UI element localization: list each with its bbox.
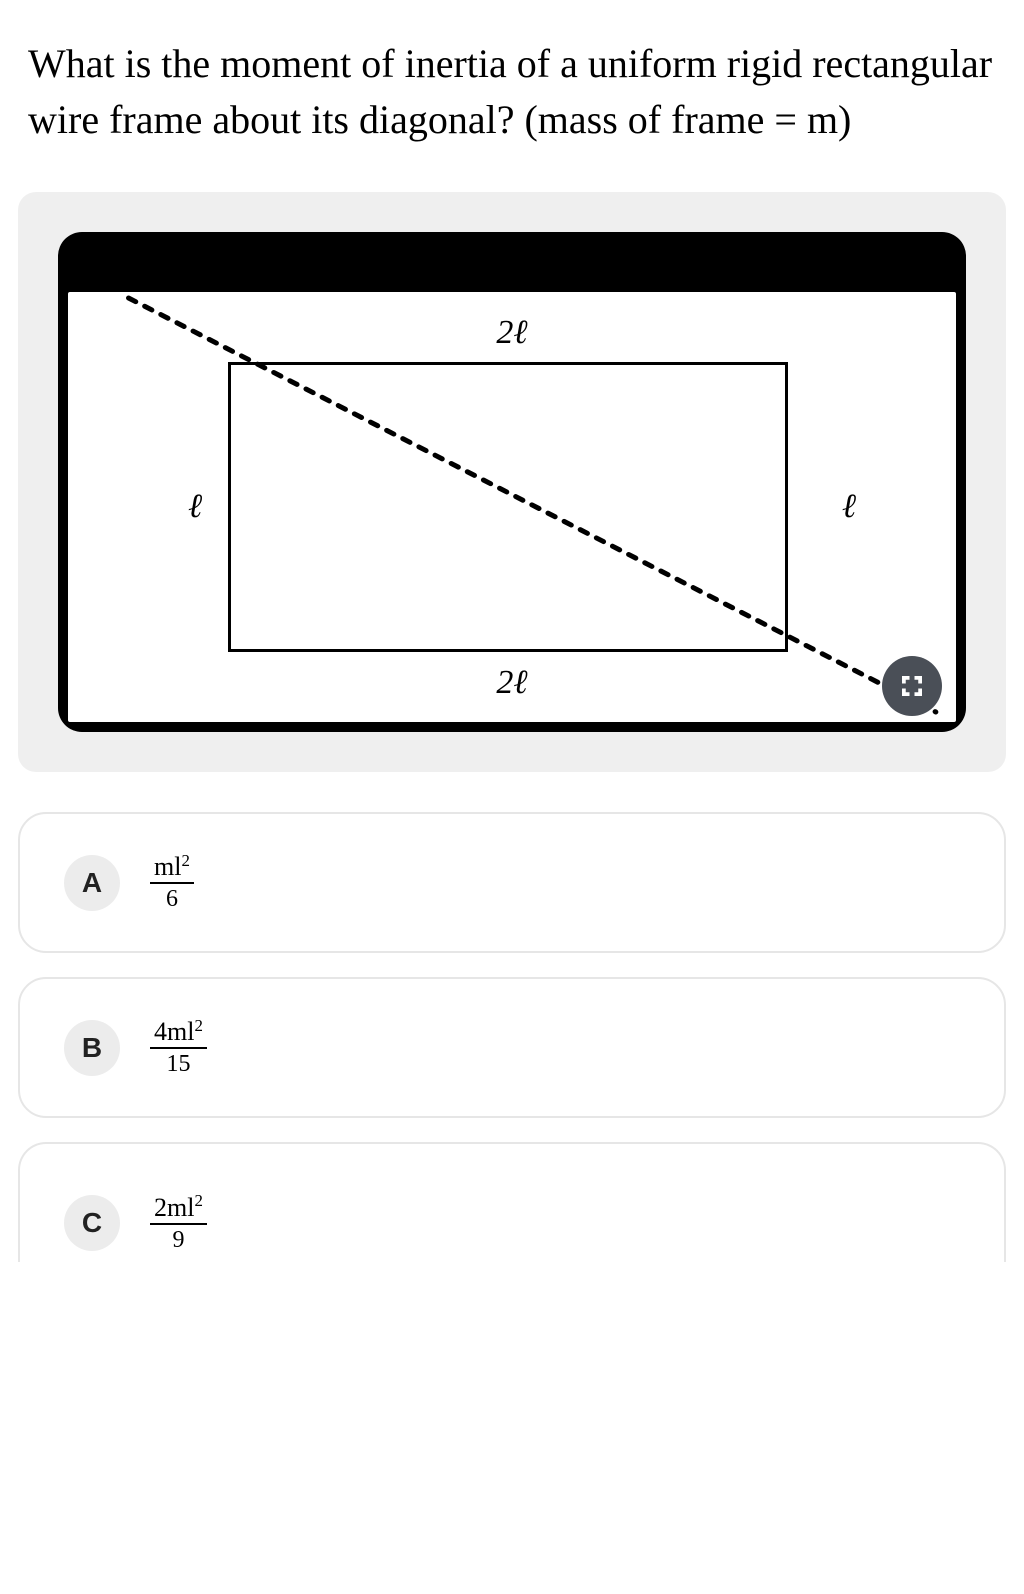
option-formula: 2ml2 9 <box>150 1195 207 1252</box>
diagram-canvas: 2ℓ 2ℓ ℓ ℓ <box>68 292 956 722</box>
question-text: What is the moment of inertia of a unifo… <box>0 0 1024 172</box>
option-c[interactable]: C 2ml2 9 <box>18 1142 1006 1262</box>
expand-button[interactable] <box>882 656 942 716</box>
option-b[interactable]: B 4ml2 15 <box>18 977 1006 1118</box>
label-top: 2ℓ <box>496 314 527 352</box>
option-letter: C <box>64 1195 120 1251</box>
label-right: ℓ <box>842 488 856 526</box>
option-formula: ml2 6 <box>150 854 194 911</box>
fraction-numerator: 2ml2 <box>150 1195 207 1225</box>
option-a[interactable]: A ml2 6 <box>18 812 1006 953</box>
label-left: ℓ <box>188 488 202 526</box>
rectangle-shape <box>228 362 788 652</box>
option-letter: A <box>64 855 120 911</box>
fraction-numerator: 4ml2 <box>150 1019 207 1049</box>
option-formula: 4ml2 15 <box>150 1019 207 1076</box>
fraction-denominator: 9 <box>172 1225 184 1252</box>
expand-icon <box>897 671 927 701</box>
fraction-numerator: ml2 <box>150 854 194 884</box>
fraction-denominator: 15 <box>166 1049 190 1076</box>
option-letter: B <box>64 1020 120 1076</box>
label-bottom: 2ℓ <box>496 664 527 702</box>
fraction-denominator: 6 <box>166 884 178 911</box>
figure-container: 2ℓ 2ℓ ℓ ℓ <box>18 192 1006 772</box>
figure-frame: 2ℓ 2ℓ ℓ ℓ <box>58 232 966 732</box>
